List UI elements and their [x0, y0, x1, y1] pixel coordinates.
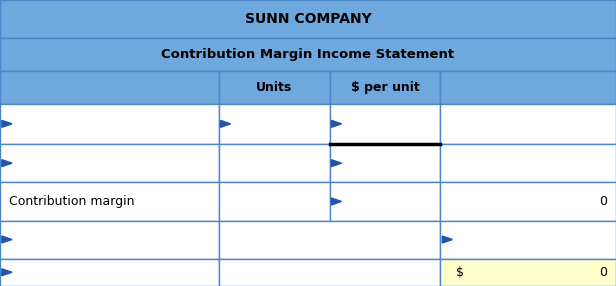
Text: Contribution Margin Income Statement: Contribution Margin Income Statement [161, 48, 455, 61]
Text: 0: 0 [599, 195, 607, 208]
Bar [330, 182, 440, 221]
Bar [0, 182, 219, 221]
Polygon shape [331, 198, 341, 205]
Polygon shape [2, 269, 12, 276]
Bar [0, 71, 219, 104]
Bar [219, 144, 330, 182]
Bar [0, 144, 219, 182]
Bar [0, 38, 616, 71]
Text: Contribution margin: Contribution margin [9, 195, 135, 208]
Bar [330, 144, 440, 182]
Bar [219, 71, 330, 104]
Bar [0, 221, 219, 259]
Polygon shape [221, 120, 231, 127]
Bar [219, 182, 330, 221]
Polygon shape [331, 160, 341, 167]
Bar [440, 104, 616, 144]
Bar [330, 71, 440, 104]
Bar [219, 259, 440, 286]
Polygon shape [331, 120, 341, 127]
Bar [440, 259, 616, 286]
Bar [0, 0, 616, 38]
Bar [219, 104, 330, 144]
Polygon shape [2, 160, 12, 167]
Bar [330, 104, 440, 144]
Text: 0: 0 [599, 266, 607, 279]
Bar [219, 221, 440, 259]
Polygon shape [2, 236, 12, 243]
Polygon shape [2, 120, 12, 127]
Text: $ per unit: $ per unit [351, 81, 419, 94]
Bar [440, 71, 616, 104]
Bar [440, 182, 616, 221]
Text: $: $ [456, 266, 464, 279]
Bar [440, 144, 616, 182]
Bar [0, 259, 219, 286]
Text: Units: Units [256, 81, 292, 94]
Polygon shape [442, 236, 452, 243]
Bar [440, 221, 616, 259]
Text: SUNN COMPANY: SUNN COMPANY [245, 12, 371, 26]
Bar [0, 104, 219, 144]
